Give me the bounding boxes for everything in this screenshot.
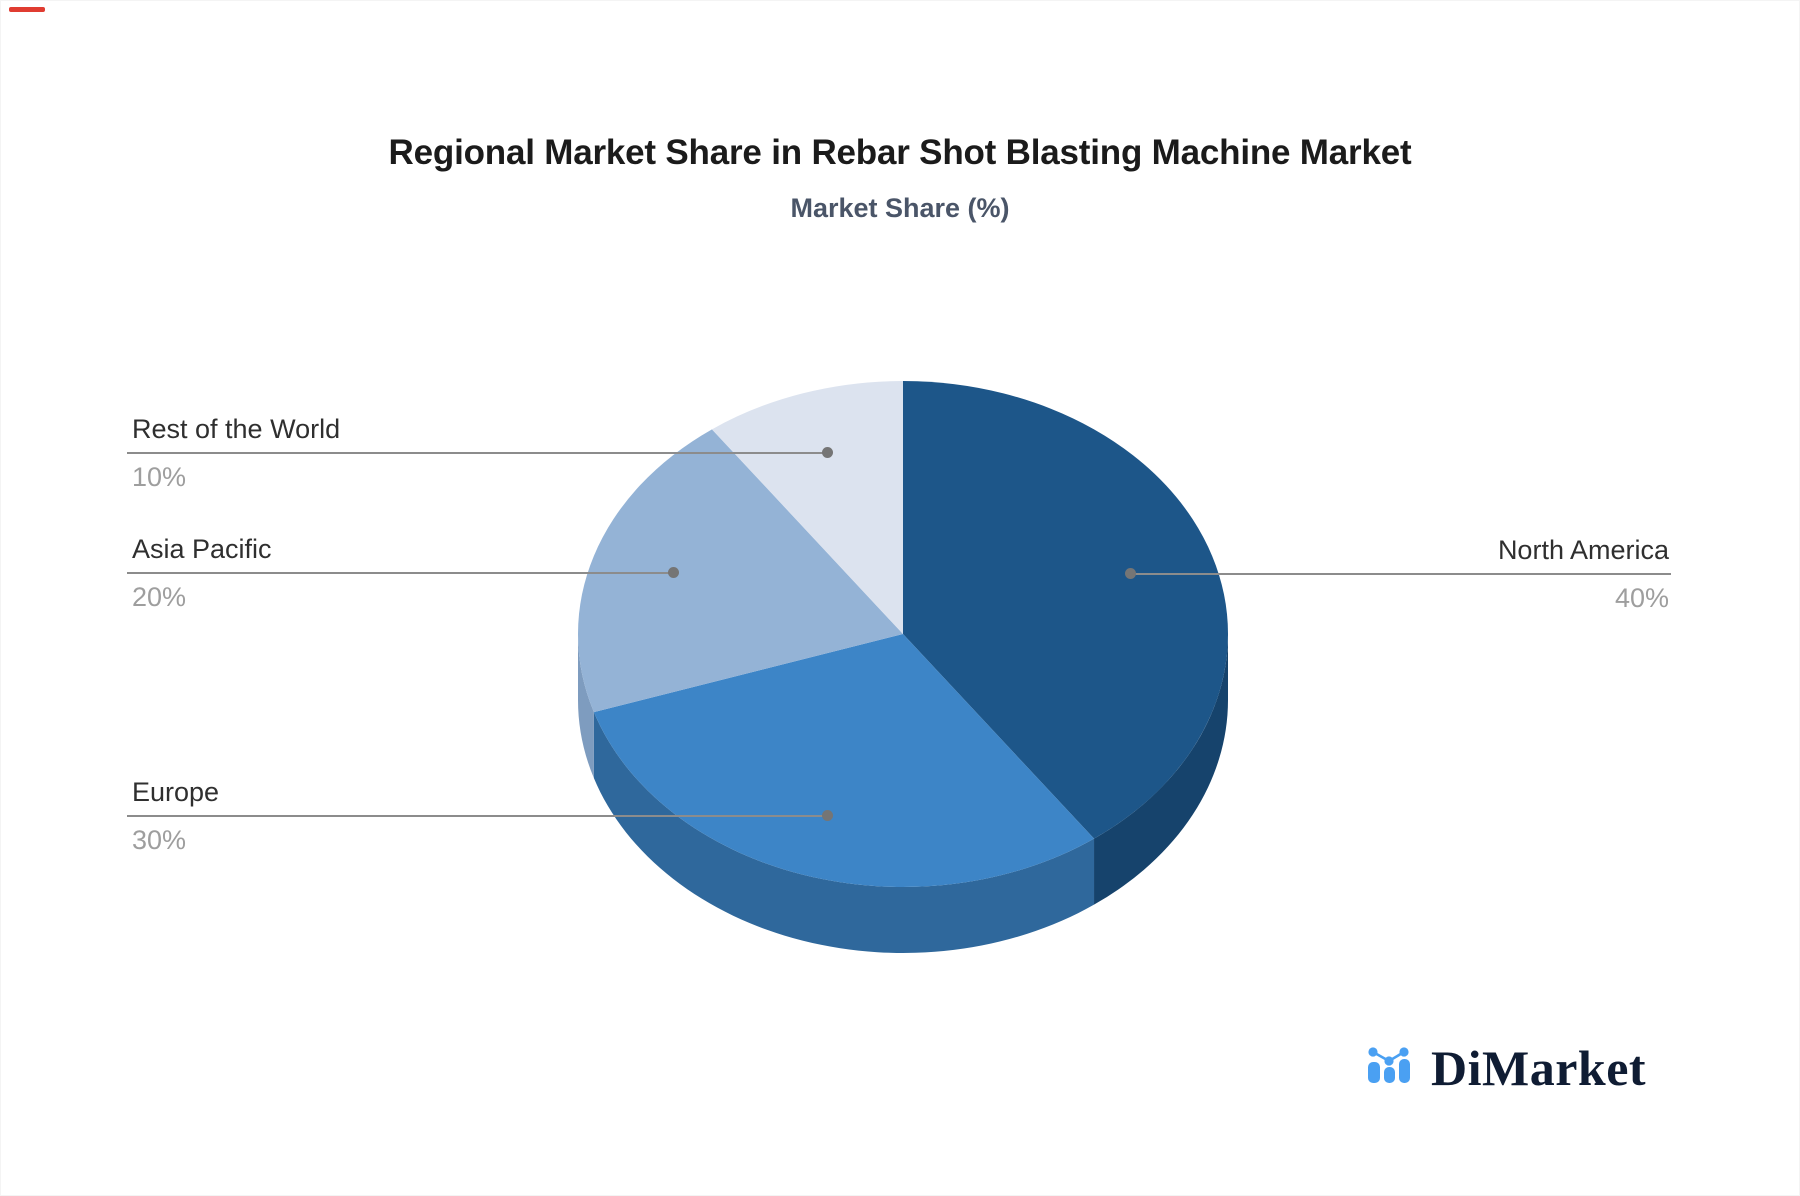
pie-slice-side-asia-pacific (578, 634, 594, 779)
chart-title: Regional Market Share in Rebar Shot Blas… (388, 133, 1412, 172)
slice-percent: 30% (132, 825, 187, 855)
leader-dot (822, 447, 833, 458)
pie-slice-europe[interactable] (593, 634, 1095, 887)
logo-bar (1368, 1062, 1380, 1083)
logo-bar (1399, 1059, 1410, 1083)
slice-label: Europe (132, 777, 220, 807)
callout-asia-pacific: Asia Pacific 20% (127, 532, 679, 614)
slice-percent: 40% (1614, 583, 1669, 613)
chart-subtitle: Market Share (%) (790, 193, 1010, 223)
callout-north-america: North America 40% (1125, 533, 1671, 615)
leader-dot (1125, 568, 1136, 579)
pie-slice-rest-of-the-world[interactable] (711, 381, 903, 634)
dimarket-logo-icon (1368, 1047, 1410, 1083)
callout-europe: Europe 30% (127, 775, 833, 857)
dimarket-logo-text: DiMarket (1431, 1040, 1647, 1096)
leader-line (127, 567, 679, 578)
slice-label: North America (1497, 535, 1669, 565)
dimarket-logo: DiMarket (1359, 1039, 1646, 1097)
screen-corner-artifact (9, 7, 45, 12)
slice-percent: 20% (132, 582, 187, 612)
leader-dot (822, 810, 833, 821)
leader-dot (668, 567, 679, 578)
logo-bar (1384, 1067, 1395, 1083)
pie-slice-side-north-america (1094, 634, 1228, 905)
callout-rest-of-the-world: Rest of the World 10% (127, 412, 833, 494)
leader-line (1125, 568, 1671, 579)
slice-label: Rest of the World (132, 414, 341, 444)
pie-slice-north-america[interactable] (903, 381, 1228, 839)
pie-slice-asia-pacific[interactable] (578, 429, 903, 713)
slice-percent: 10% (132, 462, 187, 492)
leader-line (127, 447, 833, 458)
pie-slice-side-europe (593, 712, 1095, 953)
slice-label: Asia Pacific (132, 534, 272, 564)
leader-line (127, 810, 833, 821)
